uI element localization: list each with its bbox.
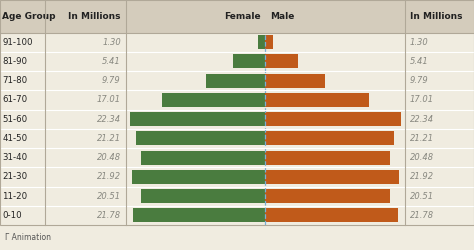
Text: 20.48: 20.48 <box>410 153 434 162</box>
Text: 31-40: 31-40 <box>2 153 27 162</box>
Bar <box>133 208 265 222</box>
Text: 21.21: 21.21 <box>97 134 121 143</box>
Text: 22.34: 22.34 <box>410 114 434 124</box>
Bar <box>162 93 265 107</box>
Bar <box>129 112 265 126</box>
Bar <box>265 208 398 222</box>
Text: 17.01: 17.01 <box>410 95 434 104</box>
Text: 91-100: 91-100 <box>2 38 33 46</box>
Bar <box>141 189 265 203</box>
Text: 1.30: 1.30 <box>102 38 121 46</box>
Text: 5.41: 5.41 <box>102 57 121 66</box>
Text: 21-30: 21-30 <box>2 172 27 182</box>
Text: 51-60: 51-60 <box>2 114 27 124</box>
Text: Female: Female <box>224 12 261 21</box>
Bar <box>141 151 265 164</box>
Text: 21.78: 21.78 <box>410 211 434 220</box>
Text: 71-80: 71-80 <box>2 76 27 85</box>
Bar <box>233 54 265 68</box>
Text: In Millions: In Millions <box>68 12 121 21</box>
Text: 22.34: 22.34 <box>97 114 121 124</box>
Bar <box>137 132 265 145</box>
Text: 41-50: 41-50 <box>2 134 27 143</box>
Bar <box>265 112 401 126</box>
Bar <box>265 93 369 107</box>
Bar <box>265 74 325 88</box>
Text: In Millions: In Millions <box>410 12 463 21</box>
Text: 11-20: 11-20 <box>2 192 27 200</box>
Bar <box>265 54 298 68</box>
Bar <box>265 170 399 184</box>
Text: 81-90: 81-90 <box>2 57 27 66</box>
Bar <box>265 35 273 49</box>
Text: Γ Animation: Γ Animation <box>5 233 51 242</box>
Bar <box>265 151 390 164</box>
Text: Male: Male <box>270 12 294 21</box>
Text: 0-10: 0-10 <box>2 211 22 220</box>
Text: 20.48: 20.48 <box>97 153 121 162</box>
Bar <box>206 74 265 88</box>
Text: 9.79: 9.79 <box>102 76 121 85</box>
Bar <box>265 189 390 203</box>
Text: 20.51: 20.51 <box>410 192 434 200</box>
Text: 61-70: 61-70 <box>2 95 27 104</box>
Bar <box>132 170 265 184</box>
Text: Age Group: Age Group <box>2 12 56 21</box>
Bar <box>257 35 265 49</box>
Text: 9.79: 9.79 <box>410 76 429 85</box>
Text: 5.41: 5.41 <box>410 57 429 66</box>
Text: 21.78: 21.78 <box>97 211 121 220</box>
Text: 21.92: 21.92 <box>97 172 121 182</box>
Text: 17.01: 17.01 <box>97 95 121 104</box>
Text: 20.51: 20.51 <box>97 192 121 200</box>
Text: 1.30: 1.30 <box>410 38 429 46</box>
Bar <box>265 132 394 145</box>
Text: 21.92: 21.92 <box>410 172 434 182</box>
Text: 21.21: 21.21 <box>410 134 434 143</box>
